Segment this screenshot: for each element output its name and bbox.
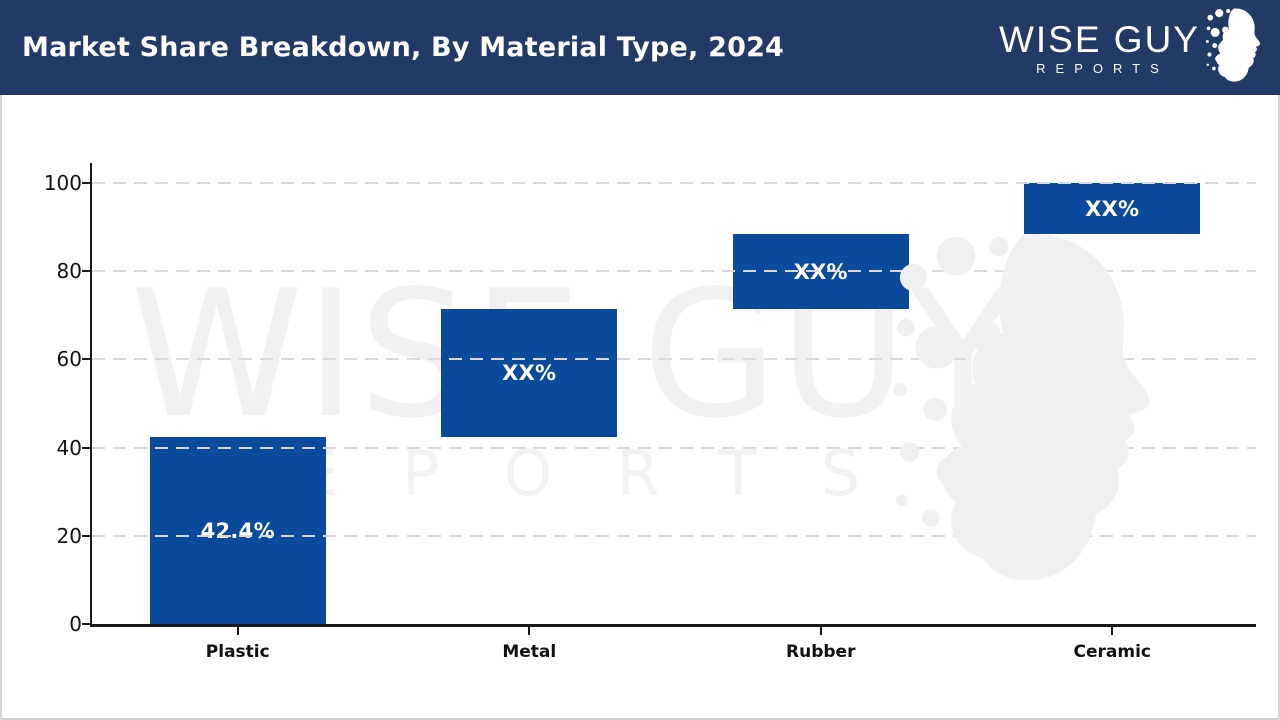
- y-tick-100: [82, 182, 91, 184]
- y-tick-label-100: 100: [43, 171, 82, 195]
- x-tick-plastic: [236, 627, 239, 635]
- bar-plastic: 42.4%: [149, 437, 326, 624]
- header-bar: Market Share Breakdown, By Material Type…: [0, 0, 1280, 95]
- page-title: Market Share Breakdown, By Material Type…: [22, 32, 785, 63]
- wiseguy-logo: WISE GUY REPORTS: [999, 7, 1266, 89]
- plot-area: 42.4% XX% XX% XX% 0 20 40 60 80 100 Plastic Metal R…: [44, 163, 1256, 662]
- bar-ceramic: XX%: [1024, 183, 1201, 235]
- gridline-100: [92, 182, 1256, 184]
- watermark-face-icon: [893, 234, 1150, 581]
- y-tick-20: [82, 534, 91, 537]
- y-tick-label-20: 20: [56, 523, 82, 548]
- x-tick-label-plastic: Plastic: [205, 642, 270, 662]
- gridline-80: [92, 270, 1256, 273]
- gridline-20: [92, 534, 1256, 537]
- x-tick-metal: [528, 627, 531, 635]
- logo-face-icon: [1205, 7, 1261, 82]
- x-tick-rubber: [819, 627, 822, 635]
- y-tick-40: [82, 446, 91, 449]
- x-tick-ceramic: [1111, 627, 1114, 635]
- bar-value-label: XX%: [1085, 196, 1140, 221]
- x-tick-label-ceramic: Ceramic: [1073, 642, 1151, 662]
- x-tick-label-metal: Metal: [502, 642, 557, 662]
- bar-metal: XX%: [441, 309, 618, 438]
- y-tick-80: [82, 270, 91, 273]
- logo-wordmark: WISE GUY: [998, 18, 1200, 60]
- wiseguy-logo-text: WISE GUY REPORTS: [999, 21, 1200, 75]
- y-tick-0: [82, 623, 91, 625]
- y-tick-60: [82, 358, 91, 361]
- logo-subtext: REPORTS: [1036, 60, 1169, 76]
- chart-canvas: WISE GUY REPORTS 42.4% XX% XX% XX% 0 20 40 60 8…: [2, 95, 1278, 718]
- y-tick-label-0: 0: [69, 612, 82, 636]
- bar-value-label: 42.4%: [200, 518, 275, 543]
- y-tick-label-60: 60: [56, 347, 82, 372]
- gridline-60: [92, 358, 1256, 361]
- gridline-40: [92, 446, 1256, 449]
- y-tick-label-40: 40: [56, 435, 82, 460]
- y-tick-label-80: 80: [56, 259, 82, 284]
- x-tick-label-rubber: Rubber: [786, 642, 856, 662]
- bar-value-label: XX%: [502, 361, 557, 386]
